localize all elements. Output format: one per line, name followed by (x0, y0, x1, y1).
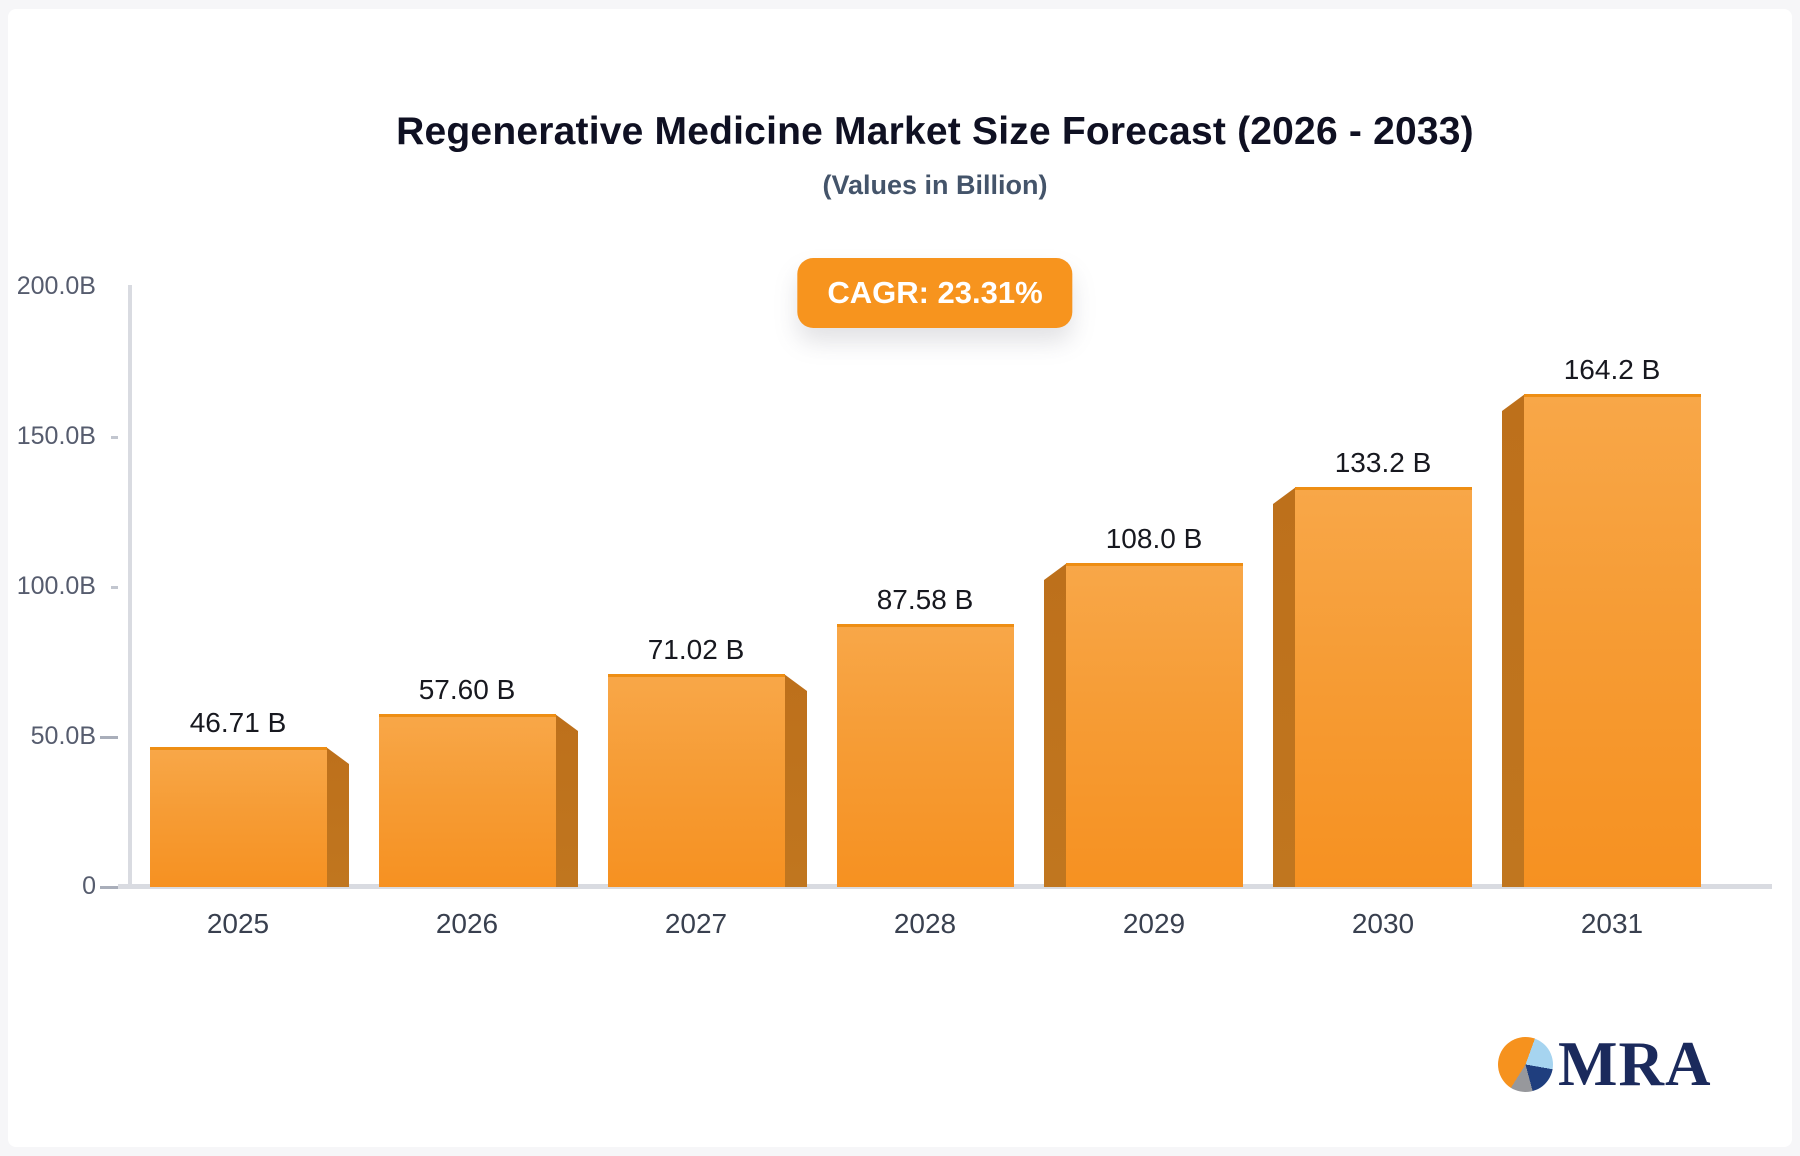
chart-subtitle: (Values in Billion) (822, 170, 1048, 200)
bar (1066, 563, 1243, 887)
bar-3d-side (1044, 563, 1067, 887)
x-tick-label: 2027 (664, 908, 728, 939)
bar-value-label: 108.0 B (1105, 523, 1203, 554)
bar-3d-side (784, 674, 807, 887)
bar-3d-side (326, 747, 349, 887)
x-tick-label: 2029 (1122, 908, 1186, 939)
x-tick-label: 2025 (206, 908, 270, 939)
bar-value-label: 87.58 B (876, 584, 974, 615)
y-tick-mark (100, 886, 118, 889)
bar (1295, 487, 1472, 887)
y-tick-mark (111, 586, 118, 589)
y-tick-label: 200.0B (16, 272, 96, 300)
bar-value-label: 164.2 B (1563, 354, 1661, 385)
y-tick-label: 0 (82, 872, 96, 900)
cagr-badge: CAGR: 23.31% (797, 258, 1073, 328)
bar (150, 747, 327, 887)
y-tick-label: 150.0B (16, 422, 96, 450)
x-tick-label: 2026 (435, 908, 499, 939)
bar-3d-side (1502, 394, 1525, 887)
chart-card (8, 9, 1792, 1147)
mra-logo: MRA (1498, 1028, 1711, 1100)
logo-text: MRA (1558, 1029, 1712, 1099)
bar-3d-side (555, 714, 578, 887)
bar (379, 714, 556, 887)
bar (608, 674, 785, 887)
bar-value-label: 46.71 B (189, 707, 287, 738)
chart-title: Regenerative Medicine Market Size Foreca… (396, 110, 1474, 153)
bar-value-label: 133.2 B (1334, 447, 1432, 478)
x-tick-label: 2031 (1580, 908, 1644, 939)
y-axis-line (128, 285, 132, 888)
pie-chart-logo-icon (1498, 1036, 1553, 1092)
bar (1524, 394, 1701, 887)
x-tick-label: 2030 (1351, 908, 1415, 939)
x-tick-label: 2028 (893, 908, 957, 939)
bar-3d-side (1273, 487, 1296, 887)
bar-value-label: 57.60 B (418, 674, 516, 705)
y-tick-label: 50.0B (30, 722, 96, 750)
y-tick-mark (111, 436, 118, 439)
bar (837, 624, 1014, 887)
y-tick-label: 100.0B (16, 572, 96, 600)
y-tick-mark (100, 736, 118, 739)
bar-value-label: 71.02 B (647, 634, 745, 665)
